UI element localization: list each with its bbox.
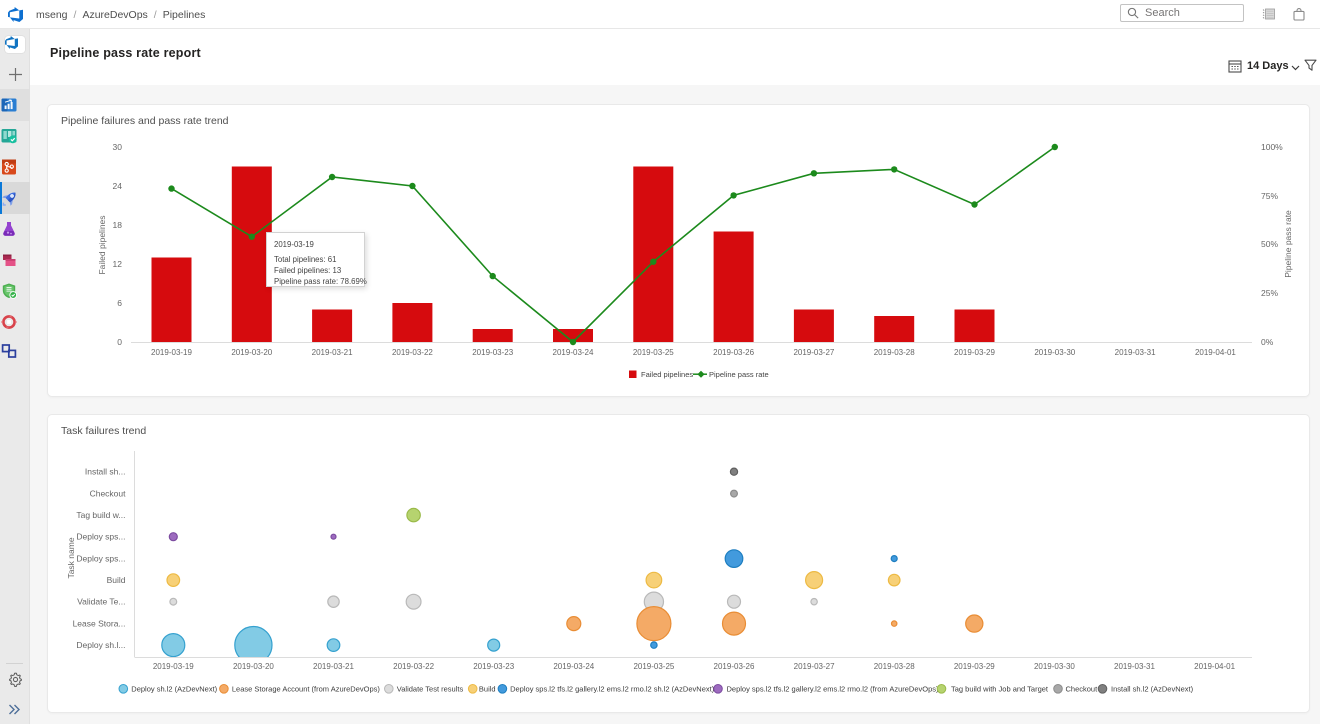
svg-text:Deploy sps.l2 tfs.l2 gallery.l: Deploy sps.l2 tfs.l2 gallery.l2 ems.l2 r… (727, 685, 940, 694)
svg-text:Failed pipelines: Failed pipelines (97, 215, 107, 274)
svg-text:Failed pipelines: Failed pipelines (641, 370, 693, 379)
svg-text:Task name: Task name (66, 537, 76, 578)
svg-text:2019-03-29: 2019-03-29 (954, 662, 995, 671)
svg-text:2019-03-19: 2019-03-19 (151, 348, 192, 357)
svg-text:Pipeline pass rate: Pipeline pass rate (709, 370, 769, 379)
svg-text:2019-03-25: 2019-03-25 (633, 662, 674, 671)
svg-text:2019-03-28: 2019-03-28 (874, 662, 915, 671)
svg-text:50%: 50% (1261, 239, 1278, 249)
svg-text:12: 12 (113, 259, 123, 269)
svg-text:Pipeline pass rate: Pipeline pass rate (1283, 210, 1293, 278)
svg-text:2019-04-01: 2019-04-01 (1194, 662, 1235, 671)
svg-text:2019-03-22: 2019-03-22 (393, 662, 434, 671)
svg-text:75%: 75% (1261, 191, 1278, 201)
svg-text:2019-03-26: 2019-03-26 (714, 662, 755, 671)
svg-text:2019-04-01: 2019-04-01 (1195, 348, 1236, 357)
svg-text:Checkout: Checkout (90, 489, 127, 499)
svg-text:2019-03-21: 2019-03-21 (312, 348, 353, 357)
svg-text:2019-03-24: 2019-03-24 (553, 348, 594, 357)
svg-text:Deploy sps.l2 tfs.l2 gallery.l: Deploy sps.l2 tfs.l2 gallery.l2 ems.l2 r… (510, 685, 715, 694)
svg-text:0: 0 (117, 337, 122, 347)
svg-text:Deploy sh.l2 (AzDevNext): Deploy sh.l2 (AzDevNext) (131, 685, 217, 694)
svg-text:Tag build with Job and Target: Tag build with Job and Target (951, 685, 1049, 694)
svg-text:Install sh...: Install sh... (85, 467, 126, 477)
svg-text:2019-03-26: 2019-03-26 (713, 348, 754, 357)
svg-text:100%: 100% (1261, 142, 1283, 152)
svg-text:Deploy sps...: Deploy sps... (76, 532, 125, 542)
svg-text:2019-03-23: 2019-03-23 (473, 662, 514, 671)
svg-text:2019-03-28: 2019-03-28 (874, 348, 915, 357)
svg-text:18: 18 (113, 220, 123, 230)
svg-text:Lease Stora...: Lease Stora... (73, 619, 126, 629)
svg-text:Validate Test results: Validate Test results (397, 685, 464, 694)
svg-text:25%: 25% (1261, 288, 1278, 298)
svg-text:Lease Storage Account (from Az: Lease Storage Account (from AzureDevOps) (232, 685, 380, 694)
svg-text:2019-03-23: 2019-03-23 (472, 348, 513, 357)
svg-text:2019-03-27: 2019-03-27 (793, 348, 834, 357)
svg-text:2019-03-30: 2019-03-30 (1034, 348, 1075, 357)
svg-text:30: 30 (113, 142, 123, 152)
svg-text:2019-03-20: 2019-03-20 (233, 662, 274, 671)
svg-text:2019-03-19: 2019-03-19 (153, 662, 194, 671)
svg-text:2019-03-31: 2019-03-31 (1115, 348, 1156, 357)
svg-text:2019-03-31: 2019-03-31 (1114, 662, 1155, 671)
svg-text:Validate Te...: Validate Te... (77, 597, 125, 607)
svg-text:Install sh.l2 (AzDevNext): Install sh.l2 (AzDevNext) (1111, 685, 1194, 694)
svg-text:0%: 0% (1261, 337, 1274, 347)
svg-text:2019-03-22: 2019-03-22 (392, 348, 433, 357)
svg-text:2019-03-27: 2019-03-27 (794, 662, 835, 671)
svg-text:Deploy sh.l...: Deploy sh.l... (76, 640, 125, 650)
svg-text:Checkout: Checkout (1066, 685, 1099, 694)
svg-text:Build: Build (107, 575, 126, 585)
svg-text:Tag build w...: Tag build w... (76, 510, 125, 520)
svg-text:24: 24 (113, 181, 123, 191)
svg-text:2019-03-21: 2019-03-21 (313, 662, 354, 671)
svg-text:2019-03-29: 2019-03-29 (954, 348, 995, 357)
svg-text:Build: Build (479, 685, 496, 694)
svg-text:2019-03-30: 2019-03-30 (1034, 662, 1075, 671)
svg-text:6: 6 (117, 298, 122, 308)
svg-text:2019-03-25: 2019-03-25 (633, 348, 674, 357)
svg-text:2019-03-20: 2019-03-20 (231, 348, 272, 357)
svg-text:2019-03-24: 2019-03-24 (553, 662, 594, 671)
svg-text:Deploy sps...: Deploy sps... (76, 554, 125, 564)
